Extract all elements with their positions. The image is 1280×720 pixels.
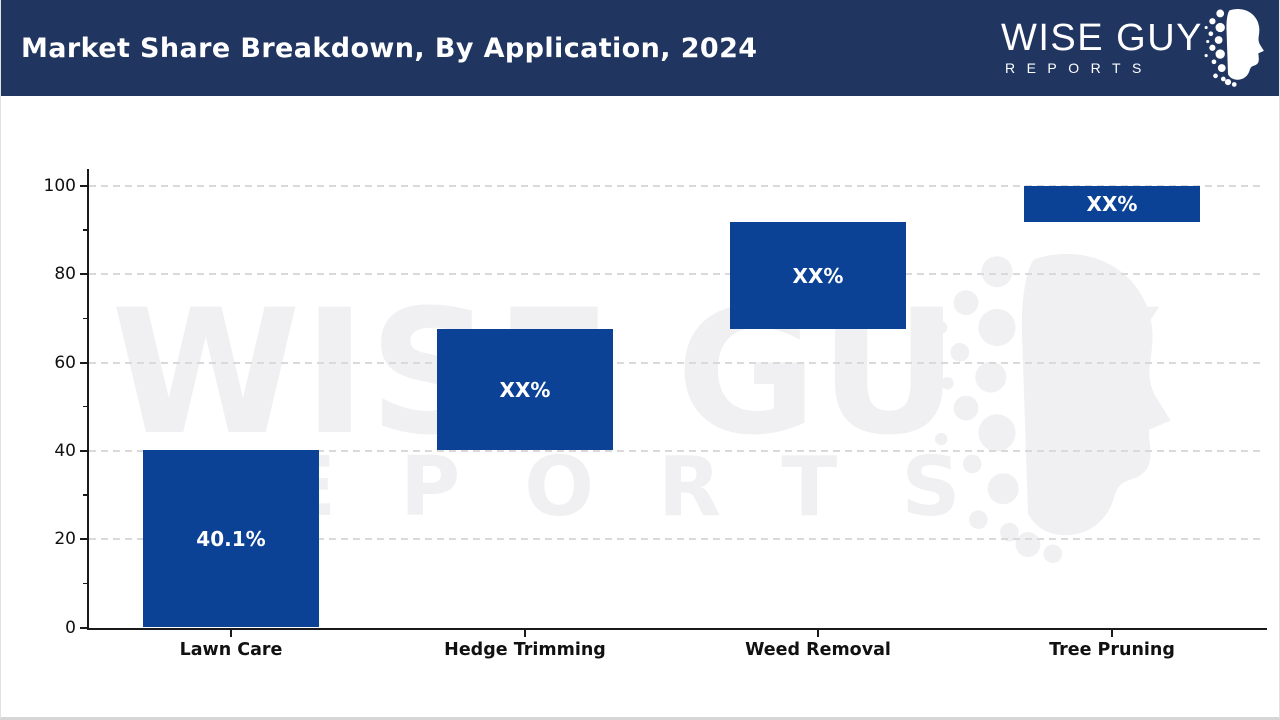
x-category-label: Weed Removal <box>745 640 891 660</box>
page-title: Market Share Breakdown, By Application, … <box>21 32 758 64</box>
y-minor-tick-50 <box>83 406 88 408</box>
x-category-label: Tree Pruning <box>1049 640 1175 660</box>
bar-lawn-care <box>143 450 319 628</box>
bar-tree-pruning <box>1024 186 1200 223</box>
y-tick-40 <box>80 449 88 452</box>
y-tick-label-100: 100 <box>43 176 76 196</box>
y-tick-label-0: 0 <box>65 617 76 638</box>
y-minor-tick-90 <box>83 229 88 231</box>
y-tick-label-40: 40 <box>54 440 76 461</box>
gridline-80 <box>89 273 1263 276</box>
y-tick-label-80: 80 <box>54 264 76 285</box>
bar-weed-removal <box>730 222 906 330</box>
gridline-60 <box>89 361 1263 364</box>
x-category-label: Lawn Care <box>179 640 283 660</box>
logo-wiseguy-text: WISE GUY <box>1000 16 1203 59</box>
bar-value-label: XX% <box>792 263 844 288</box>
logo-reports-text: REPORTS <box>1004 59 1153 76</box>
x-tick-2 <box>524 629 526 637</box>
gridline-40 <box>89 449 1263 452</box>
y-minor-tick-30 <box>83 494 88 496</box>
brand-logo: WISE GUY REPORTS <box>1001 4 1267 90</box>
gridline-20 <box>89 538 1263 541</box>
y-axis-line <box>87 169 89 630</box>
gridline-100 <box>89 185 1263 187</box>
brand-logo-text: WISE GUY REPORTS <box>1001 19 1203 76</box>
bar-value-label: XX% <box>499 377 551 402</box>
x-category-label: Hedge Trimming <box>444 640 606 660</box>
y-tick-0 <box>80 626 88 629</box>
bar-hedge-trimming <box>437 329 613 451</box>
x-tick-4 <box>1111 629 1113 637</box>
y-tick-80 <box>80 273 88 276</box>
y-tick-label-60: 60 <box>54 352 76 373</box>
bar-value-label: 40.1% <box>196 526 266 551</box>
y-minor-tick-70 <box>83 317 88 320</box>
x-tick-3 <box>817 629 819 637</box>
x-axis-line <box>87 627 1267 630</box>
y-tick-100 <box>80 185 88 187</box>
y-tick-label-20: 20 <box>54 529 76 550</box>
y-tick-20 <box>80 538 88 541</box>
y-tick-60 <box>80 361 88 364</box>
x-tick-1 <box>230 629 232 637</box>
bar-value-label: XX% <box>1086 192 1138 217</box>
header-bar: Market Share Breakdown, By Application, … <box>1 0 1279 96</box>
y-minor-tick-10 <box>83 582 88 585</box>
